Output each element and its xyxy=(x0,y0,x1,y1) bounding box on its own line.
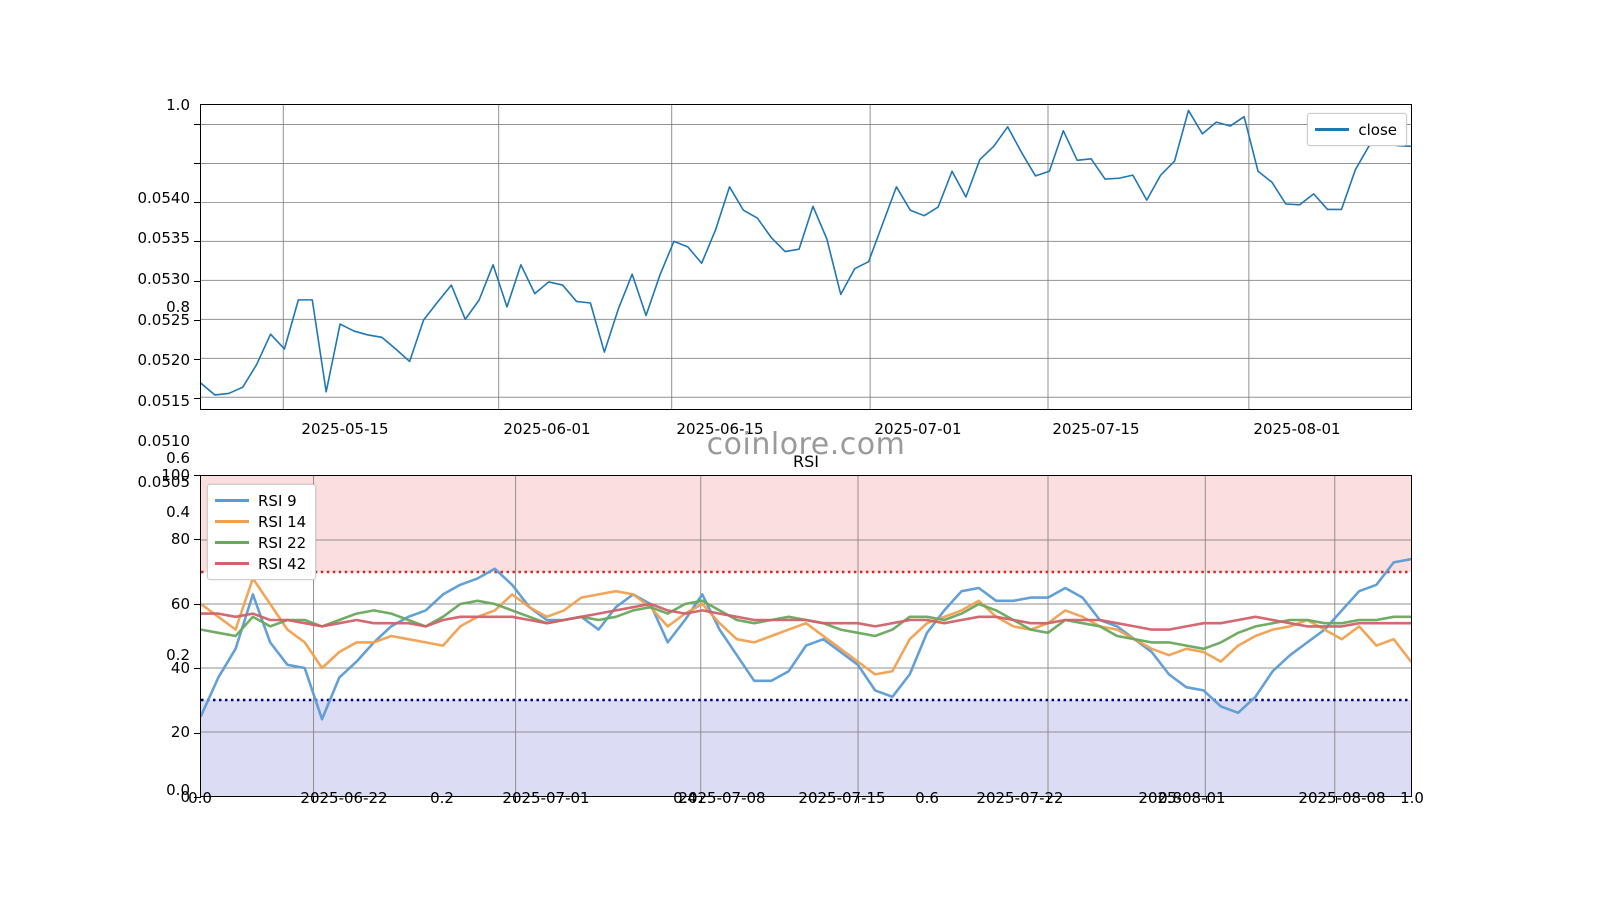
rsi-norm-ytick-0.4: 0.4 xyxy=(166,503,190,521)
price-norm-ytick-1.0: 1.0 xyxy=(166,96,190,114)
price-legend: close xyxy=(1307,113,1407,146)
rsi-ytick-mark-4 xyxy=(194,539,201,540)
rsi-xtick-2025-07-01: 2025-07-01 xyxy=(502,789,590,807)
price-ytick-0.0530: 0.0530 xyxy=(137,270,191,288)
rsi22-line-swatch xyxy=(215,541,249,544)
price-ytick-0.0515: 0.0515 xyxy=(137,392,191,410)
rsi-xtick-2025-08-01: 2025-08-01 xyxy=(1138,789,1226,807)
price-ytick-0.0535: 0.0535 xyxy=(137,229,191,247)
rsi-xtick-mark-1 xyxy=(515,797,516,803)
rsi-plot-area xyxy=(201,476,1411,796)
price-xtick-2025-06-01: 2025-06-01 xyxy=(503,420,591,438)
legend-item-rsi-42[interactable]: RSI 42 xyxy=(215,553,306,574)
rsi-ytick-20: 20 xyxy=(170,723,190,741)
rsi-xtick-2025-07-22: 2025-07-22 xyxy=(976,789,1064,807)
legend-item-rsi-22[interactable]: RSI 22 xyxy=(215,532,306,553)
price-xtick-2025-07-15: 2025-07-15 xyxy=(1052,420,1140,438)
price-ytick-mark-0 xyxy=(194,398,201,399)
rsi-ytick-mark-3 xyxy=(194,604,201,605)
rsi-norm-xtick-0.2: 0.2 xyxy=(430,789,454,807)
rsi-norm-xtick-0.4: 0.4 xyxy=(673,789,697,807)
rsi-xtick-2025-08-08: 2025-08-08 xyxy=(1298,789,1386,807)
rsi-norm-xtick-0.0: 0.0 xyxy=(188,789,212,807)
rsi-xtick-mark-4 xyxy=(1048,797,1049,803)
price-xtick-2025-06-15: 2025-06-15 xyxy=(676,420,764,438)
price-norm-ytick-0.6: 0.6 xyxy=(166,449,190,467)
legend-label-close: close xyxy=(1358,120,1397,139)
price-ytick-mark-7 xyxy=(194,124,201,125)
close-line-swatch xyxy=(1315,128,1350,131)
price-ytick-0.0540: 0.0540 xyxy=(137,189,191,207)
price-ytick-0.0505: 0.0505 xyxy=(137,473,191,491)
price-xtick-2025-07-01: 2025-07-01 xyxy=(874,420,962,438)
legend-item-rsi-14[interactable]: RSI 14 xyxy=(215,511,306,532)
legend-label-rsi-42: RSI 42 xyxy=(258,554,307,573)
legend-label-rsi-22: RSI 22 xyxy=(258,533,307,552)
rsi-chart-title: RSI xyxy=(793,452,819,471)
price-ytick-0.0520: 0.0520 xyxy=(137,351,191,369)
price-xtick-2025-08-01: 2025-08-01 xyxy=(1253,420,1341,438)
rsi42-line-swatch xyxy=(215,562,249,565)
rsi9-line-swatch xyxy=(215,499,249,502)
rsi-xtick-2025-07-15: 2025-07-15 xyxy=(798,789,886,807)
price-ytick-0.0525: 0.0525 xyxy=(137,311,191,329)
price-ytick-mark-5 xyxy=(194,202,201,203)
rsi-chart-panel: RSI 9 RSI 14 RSI 22 RSI 42 xyxy=(200,475,1412,797)
price-ytick-mark-3 xyxy=(194,281,201,282)
price-ytick-mark-1 xyxy=(194,359,201,360)
rsi-norm-xtick-0.8: 0.8 xyxy=(1158,789,1182,807)
rsi-norm-xtick-0.6: 0.6 xyxy=(915,789,939,807)
price-xtick-2025-05-15: 2025-05-15 xyxy=(301,420,389,438)
rsi-ytick-60: 60 xyxy=(170,595,190,613)
rsi-ytick-mark-2 xyxy=(194,668,201,669)
rsi-xtick-mark-2 xyxy=(701,797,702,803)
price-chart-panel: close xyxy=(200,104,1412,410)
legend-label-rsi-9: RSI 9 xyxy=(258,491,297,510)
legend-item-close[interactable]: close xyxy=(1315,119,1397,140)
rsi-norm-ytick-0.0: 0.0 xyxy=(166,781,190,799)
price-ytick-mark-2 xyxy=(194,320,201,321)
rsi-legend: RSI 9 RSI 14 RSI 22 RSI 42 xyxy=(207,484,317,580)
price-ytick-mark-6 xyxy=(194,163,201,164)
legend-label-rsi-14: RSI 14 xyxy=(258,512,307,531)
rsi-ytick-80: 80 xyxy=(170,530,190,548)
rsi-norm-xtick-1.0: 1.0 xyxy=(1400,789,1424,807)
rsi-norm-ytick-0.2: 0.2 xyxy=(166,646,190,664)
legend-item-rsi-9[interactable]: RSI 9 xyxy=(215,490,306,511)
rsi14-line-swatch xyxy=(215,520,249,523)
rsi-xtick-mark-5 xyxy=(1206,797,1207,803)
rsi-ytick-0: 0 xyxy=(180,788,190,806)
rsi-ytick-40: 40 xyxy=(170,659,190,677)
rsi-ytick-mark-0 xyxy=(194,797,201,798)
rsi-xtick-mark-0 xyxy=(313,797,314,803)
rsi-ytick-mark-1 xyxy=(194,733,201,734)
price-plot-area xyxy=(201,105,1411,409)
rsi-xtick-mark-6 xyxy=(1336,797,1337,803)
rsi-ytick-100: 100 xyxy=(161,466,190,484)
rsi-xtick-2025-07-08: 2025-07-08 xyxy=(678,789,766,807)
price-norm-ytick-0.8: 0.8 xyxy=(166,298,190,316)
rsi-ytick-mark-5 xyxy=(194,475,201,476)
rsi-xtick-2025-06-22: 2025-06-22 xyxy=(300,789,388,807)
rsi-xtick-mark-3 xyxy=(858,797,859,803)
price-ytick-mark-4 xyxy=(194,241,201,242)
price-ytick-0.0510: 0.0510 xyxy=(137,432,191,450)
